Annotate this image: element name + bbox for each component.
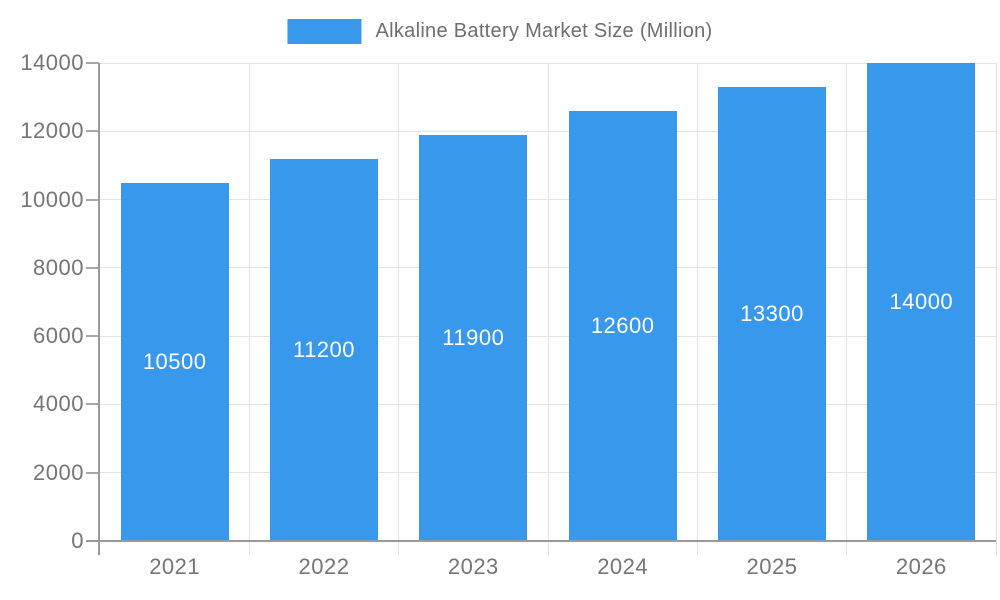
y-axis-tick: [86, 130, 99, 133]
y-axis-tick: [86, 335, 99, 338]
y-axis-tick: [86, 471, 99, 474]
plot-area: 10500 11200 11900 12600 13300 14000: [100, 62, 997, 555]
x-tick-label: 2024: [597, 554, 649, 579]
bar-value-label: 12600: [590, 312, 655, 338]
x-gridline: [995, 63, 997, 555]
y-axis-tick: [86, 266, 99, 269]
x-gridline: [398, 63, 400, 555]
bar-2022[interactable]: 11200: [270, 158, 378, 541]
bar-2021[interactable]: 10500: [120, 182, 229, 541]
bar-2023[interactable]: 11900: [419, 134, 528, 541]
y-tick-label: 12000: [20, 118, 84, 144]
bar-2026[interactable]: 14000: [867, 63, 976, 541]
bar-2024[interactable]: 12600: [568, 110, 677, 541]
x-tick-label: 2023: [447, 554, 499, 579]
y-tick-label: 6000: [33, 323, 84, 349]
y-axis-tick: [86, 198, 99, 201]
y-axis-line: [98, 63, 100, 555]
bar-value-label: 10500: [142, 348, 207, 374]
bar-value-label: 14000: [889, 289, 954, 314]
x-tick-label: 2022: [298, 554, 350, 579]
y-tick-label: 14000: [20, 50, 84, 75]
chart-legend: Alkaline Battery Market Size (Million): [287, 19, 712, 44]
y-tick-label: 8000: [33, 254, 84, 280]
y-tick-label: 0: [71, 528, 84, 553]
x-gridline: [846, 63, 848, 555]
x-tick-label: 2026: [895, 554, 947, 579]
y-tick-label: 10000: [20, 186, 84, 212]
bar-value-label: 11200: [292, 336, 356, 362]
legend-label: Alkaline Battery Market Size (Million): [375, 20, 713, 42]
x-gridline: [696, 63, 698, 555]
bar-value-label: 11900: [442, 324, 505, 350]
y-tick-label: 2000: [33, 459, 84, 485]
x-tick-label: 2021: [149, 554, 201, 579]
x-tick-label: 2025: [746, 554, 798, 579]
bar-value-label: 13300: [740, 300, 804, 326]
x-gridline: [248, 63, 250, 555]
y-tick-label: 4000: [33, 391, 84, 417]
y-axis-tick: [86, 62, 99, 64]
x-axis-line: [86, 540, 996, 542]
y-axis-tick: [86, 403, 99, 406]
bar-2025[interactable]: 13300: [718, 86, 826, 541]
legend-swatch-icon: [287, 19, 362, 44]
x-gridline: [547, 63, 549, 555]
